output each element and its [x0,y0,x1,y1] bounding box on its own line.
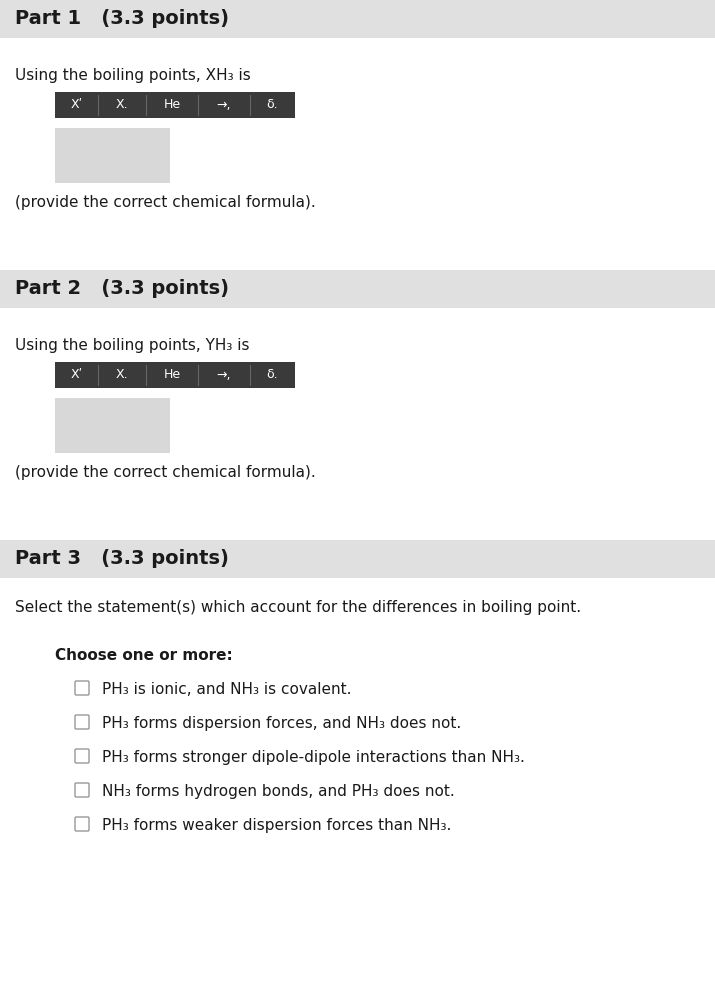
Text: X.: X. [116,368,128,381]
FancyBboxPatch shape [75,715,89,729]
Text: Part 2   (3.3 points): Part 2 (3.3 points) [15,279,229,297]
Text: Xʹ: Xʹ [71,368,83,381]
Bar [0,0,715,38]
Bar [55,398,170,453]
Text: δ.: δ. [266,98,278,111]
Text: PH₃ is ionic, and NH₃ is covalent.: PH₃ is ionic, and NH₃ is covalent. [102,682,352,697]
Text: He: He [164,98,181,111]
Text: Choose one or more:: Choose one or more: [55,648,233,663]
Bar [55,92,295,118]
FancyBboxPatch shape [75,817,89,831]
Text: Xʹ: Xʹ [71,98,83,111]
Text: PH₃ forms weaker dispersion forces than NH₃.: PH₃ forms weaker dispersion forces than … [102,818,451,833]
Bar [0,540,715,578]
Text: He: He [164,368,181,381]
Text: Select the statement(s) which account for the differences in boiling point.: Select the statement(s) which account fo… [15,600,581,615]
Text: Part 3   (3.3 points): Part 3 (3.3 points) [15,549,229,567]
FancyBboxPatch shape [75,749,89,763]
Text: (provide the correct chemical formula).: (provide the correct chemical formula). [15,465,316,480]
Bar [55,128,170,183]
Text: PH₃ forms stronger dipole-dipole interactions than NH₃.: PH₃ forms stronger dipole-dipole interac… [102,750,525,765]
Text: NH₃ forms hydrogen bonds, and PH₃ does not.: NH₃ forms hydrogen bonds, and PH₃ does n… [102,784,455,799]
Text: PH₃ forms dispersion forces, and NH₃ does not.: PH₃ forms dispersion forces, and NH₃ doe… [102,716,461,731]
FancyBboxPatch shape [75,783,89,797]
FancyBboxPatch shape [75,681,89,695]
Text: X.: X. [116,98,128,111]
Text: (provide the correct chemical formula).: (provide the correct chemical formula). [15,195,316,210]
Text: Part 1   (3.3 points): Part 1 (3.3 points) [15,9,229,28]
Bar [55,362,295,388]
Bar [0,270,715,308]
Text: Using the boiling points, YH₃ is: Using the boiling points, YH₃ is [15,338,250,353]
Text: Using the boiling points, XH₃ is: Using the boiling points, XH₃ is [15,68,251,83]
Text: →,: →, [217,368,231,381]
Text: δ.: δ. [266,368,278,381]
Text: →,: →, [217,98,231,111]
